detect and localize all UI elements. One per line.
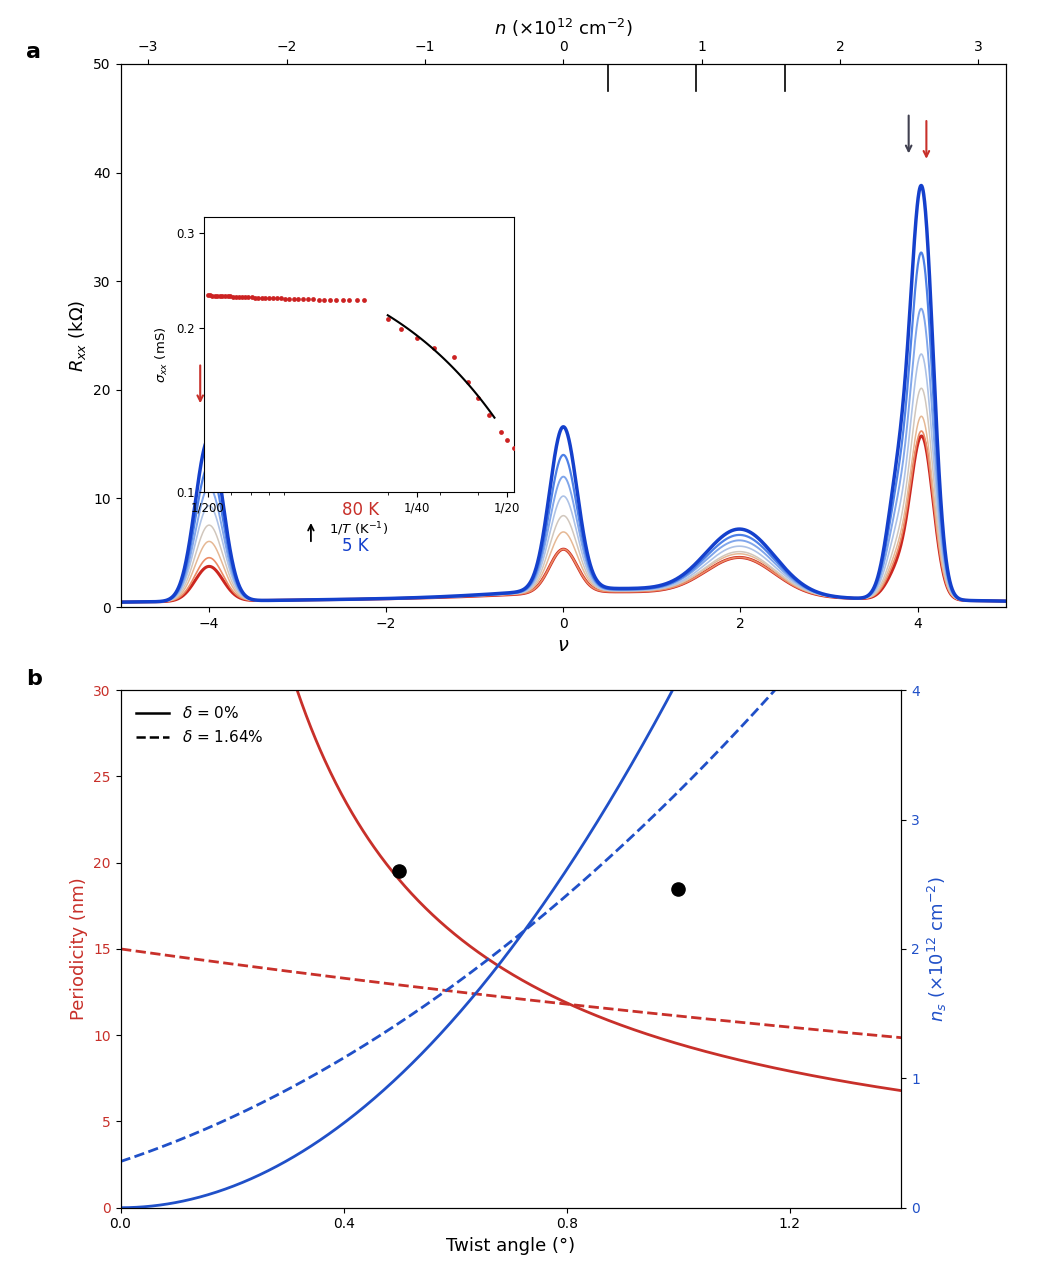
- Point: [249, 288, 266, 308]
- Point: [212, 286, 228, 307]
- Point: [409, 328, 425, 349]
- Y-axis label: $n_s$ ($\times$10$^{12}$ cm$^{-2}$): $n_s$ ($\times$10$^{12}$ cm$^{-2}$): [925, 875, 948, 1022]
- X-axis label: $\nu$: $\nu$: [558, 636, 569, 656]
- Point: [268, 288, 285, 308]
- Point: [655, 546, 672, 566]
- Point: [322, 290, 339, 311]
- Point: [277, 289, 293, 309]
- X-axis label: $1/T$ (K$^{-1}$): $1/T$ (K$^{-1}$): [329, 520, 389, 538]
- Y-axis label: $\sigma_{xx}$ (mS): $\sigma_{xx}$ (mS): [154, 326, 171, 383]
- Point: [219, 286, 236, 307]
- Point: [341, 290, 357, 311]
- Point: [204, 285, 221, 305]
- Point: [305, 289, 322, 309]
- Point: [603, 520, 619, 541]
- Point: [214, 286, 231, 307]
- Point: [576, 504, 593, 524]
- X-axis label: $n$ ($\times$10$^{12}$ cm$^{-2}$): $n$ ($\times$10$^{12}$ cm$^{-2}$): [494, 17, 633, 38]
- Point: [261, 288, 278, 308]
- Point: [617, 529, 634, 550]
- Point: [246, 288, 263, 308]
- Point: [334, 290, 351, 311]
- Point: [272, 289, 289, 309]
- Point: [527, 463, 544, 483]
- Point: [425, 337, 442, 358]
- Text: b: b: [26, 670, 42, 689]
- Point: [459, 372, 476, 392]
- Point: [328, 290, 345, 311]
- Point: [257, 288, 274, 308]
- Point: [234, 286, 250, 307]
- Point: [554, 487, 571, 507]
- Point: [445, 346, 462, 367]
- Point: [536, 472, 552, 492]
- Point: [222, 286, 239, 307]
- Point: [290, 289, 307, 309]
- Legend: $\delta$ = 0%, $\delta$ = 1.64%: $\delta$ = 0%, $\delta$ = 1.64%: [128, 698, 270, 753]
- Text: a: a: [26, 42, 41, 63]
- Point: [379, 309, 396, 330]
- Point: [520, 455, 537, 475]
- Point: [679, 553, 696, 574]
- Point: [281, 289, 298, 309]
- Point: [294, 289, 311, 309]
- Text: 80 K: 80 K: [342, 501, 379, 519]
- Point: [545, 479, 562, 500]
- Point: [391, 861, 408, 882]
- X-axis label: Twist angle (°): Twist angle (°): [446, 1237, 575, 1255]
- Point: [217, 286, 234, 307]
- Point: [225, 286, 242, 307]
- Point: [199, 285, 216, 305]
- Point: [355, 290, 372, 311]
- Point: [493, 422, 509, 442]
- Point: [315, 289, 332, 309]
- Point: [512, 446, 529, 466]
- Point: [310, 289, 327, 309]
- Point: [206, 285, 223, 305]
- Point: [670, 878, 686, 898]
- Y-axis label: Periodicity (nm): Periodicity (nm): [69, 878, 88, 1020]
- Point: [470, 389, 486, 409]
- Point: [231, 286, 247, 307]
- Point: [393, 318, 410, 339]
- Point: [635, 537, 652, 557]
- Point: [505, 438, 522, 459]
- Point: [254, 288, 270, 308]
- Point: [201, 285, 218, 305]
- Point: [565, 496, 582, 516]
- Point: [237, 286, 254, 307]
- Text: 5 K: 5 K: [342, 537, 369, 555]
- Point: [589, 512, 606, 533]
- Point: [499, 429, 516, 450]
- Point: [227, 286, 244, 307]
- Point: [209, 285, 225, 305]
- Point: [348, 290, 365, 311]
- Point: [264, 288, 281, 308]
- Point: [480, 405, 497, 426]
- Y-axis label: $R_{xx}$ (k$\Omega$): $R_{xx}$ (k$\Omega$): [67, 299, 88, 372]
- Point: [243, 288, 260, 308]
- Point: [300, 289, 316, 309]
- Point: [285, 289, 302, 309]
- Point: [240, 288, 257, 308]
